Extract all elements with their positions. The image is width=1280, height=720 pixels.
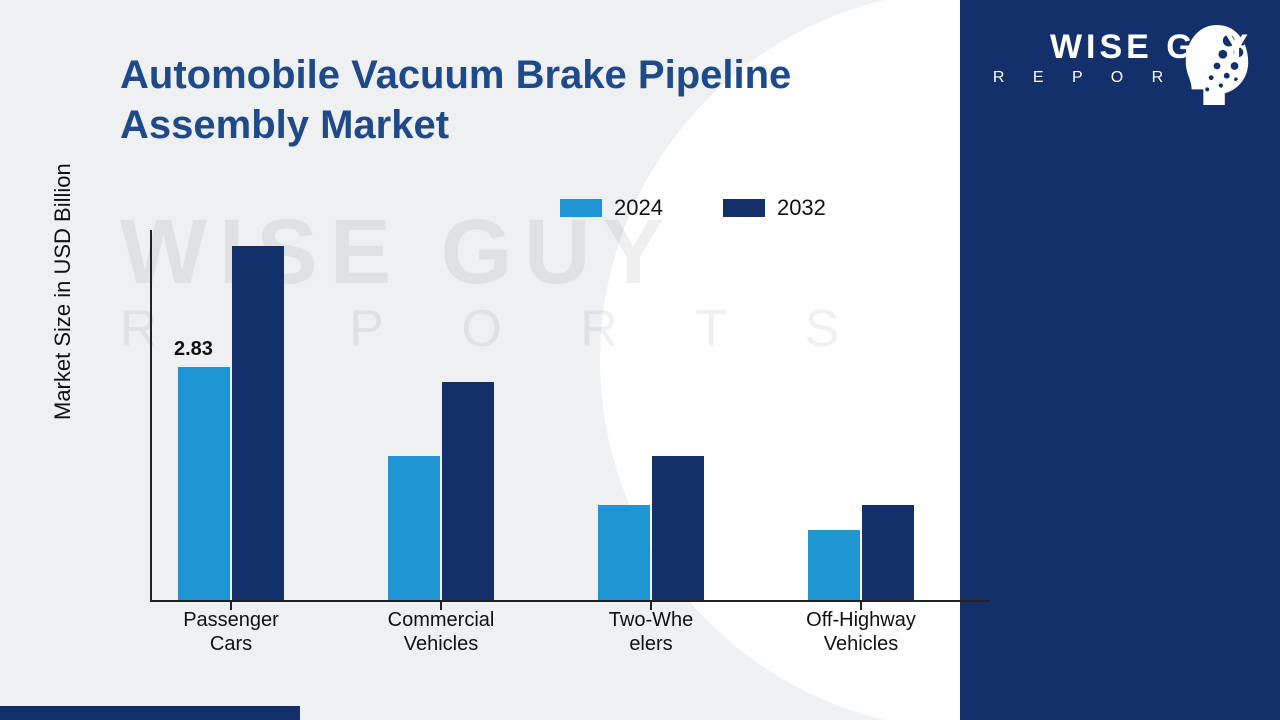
legend: 2024 2032 [560, 195, 826, 221]
plot-region: 2.83 [150, 230, 990, 600]
bar [598, 505, 650, 600]
category-label: Two-Wheelers [561, 608, 741, 656]
brand-logo-text: WISE GUY R E P O R T S [993, 28, 1252, 87]
bar [808, 530, 860, 600]
bar [442, 382, 494, 600]
legend-label-2032: 2032 [777, 195, 826, 221]
legend-swatch-2032 [723, 199, 765, 217]
bar [232, 246, 284, 600]
bar [652, 456, 704, 600]
x-axis-line [150, 600, 990, 602]
brand-line2: R E P O R T S [993, 69, 1252, 87]
bar [178, 367, 230, 600]
legend-item-2032: 2032 [723, 195, 826, 221]
legend-label-2024: 2024 [614, 195, 663, 221]
chart-area: Market Size in USD Billion 2.83 Passenge… [110, 230, 1010, 660]
stage: WISE GUY R E P O R T S Automobile Vacuum… [0, 0, 1280, 720]
bar [388, 456, 440, 600]
bar [862, 505, 914, 600]
footer-accent-bar [0, 706, 300, 720]
chart-title: Automobile Vacuum Brake Pipeline Assembl… [120, 50, 860, 150]
category-label: PassengerCars [141, 608, 321, 656]
brand-line1: WISE GUY [993, 28, 1252, 67]
y-axis-label: Market Size in USD Billion [50, 163, 76, 420]
category-label: Off-HighwayVehicles [771, 608, 951, 656]
bar-value-label: 2.83 [174, 338, 213, 361]
legend-swatch-2024 [560, 199, 602, 217]
category-label: CommercialVehicles [351, 608, 531, 656]
legend-item-2024: 2024 [560, 195, 663, 221]
